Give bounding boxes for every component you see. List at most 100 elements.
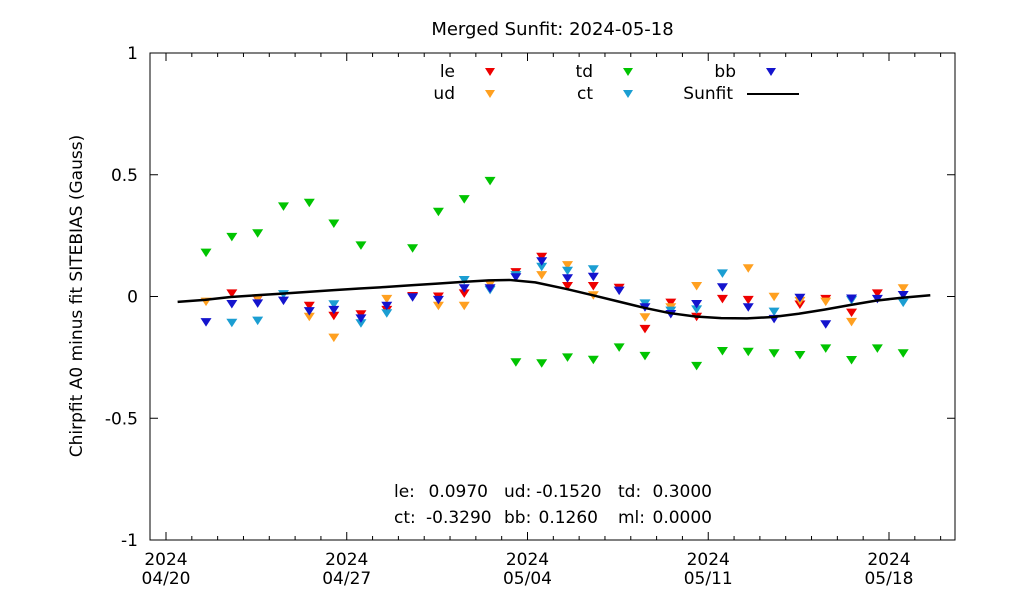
point-ct	[252, 316, 264, 326]
point-le	[562, 282, 574, 291]
point-bb	[407, 293, 419, 302]
legend-label-ct: ct	[576, 84, 593, 104]
chart-title: Merged Sunfit: 2024-05-18	[431, 19, 674, 40]
point-bb	[742, 303, 754, 312]
point-le	[458, 289, 470, 298]
point-bb	[277, 296, 289, 306]
point-td	[613, 343, 625, 352]
point-ct	[587, 265, 599, 274]
legend-entry-le: le	[407, 62, 495, 82]
legend-label-le: le	[439, 62, 455, 82]
point-bb	[252, 299, 264, 308]
fit-value-le: le: 0.0970	[394, 482, 488, 502]
x-tick-year: 2024	[325, 550, 368, 570]
point-td	[536, 359, 548, 368]
point-ct	[897, 298, 909, 308]
point-ct	[691, 305, 703, 314]
point-ud	[846, 317, 858, 327]
point-bb	[613, 286, 625, 296]
point-ct	[562, 266, 574, 276]
point-ct	[458, 275, 470, 285]
point-bb	[897, 291, 909, 300]
point-le	[587, 282, 599, 291]
point-ud	[303, 312, 315, 322]
point-bb	[536, 257, 548, 266]
triangle-down-icon	[623, 90, 633, 98]
legend-label-ud: ud	[433, 84, 455, 104]
point-ud	[432, 301, 444, 311]
point-ct	[381, 309, 393, 318]
triangle-down-icon	[766, 68, 776, 76]
point-bb	[820, 320, 832, 329]
triangle-down-icon	[485, 68, 495, 76]
point-bb	[716, 283, 728, 292]
point-ct	[536, 262, 548, 272]
point-le	[536, 252, 548, 262]
point-le	[665, 298, 677, 308]
point-td	[742, 347, 754, 357]
point-bb	[510, 273, 522, 282]
point-td	[846, 356, 858, 365]
triangle-down-icon	[485, 90, 495, 98]
legend-entry-bb: bb	[688, 62, 776, 82]
point-td	[355, 241, 367, 250]
point-td	[510, 358, 522, 367]
legend-entry-ct: ct	[545, 84, 633, 104]
point-bb	[381, 301, 393, 311]
legend-label-sunfit: Sunfit	[683, 84, 733, 104]
point-ct	[226, 318, 238, 328]
y-tick-label: -1	[121, 531, 138, 551]
point-td	[820, 344, 832, 353]
point-le	[716, 294, 728, 304]
point-td	[871, 344, 883, 353]
point-bb	[458, 284, 470, 293]
point-ct	[355, 319, 367, 328]
point-td	[328, 219, 340, 228]
point-ud	[536, 271, 548, 280]
point-td	[303, 198, 315, 208]
x-tick-date: 05/11	[684, 569, 733, 589]
triangle-down-icon	[623, 68, 633, 76]
point-ct	[768, 307, 780, 317]
point-bb	[562, 274, 574, 283]
point-bb	[587, 272, 599, 282]
point-td	[691, 361, 703, 371]
point-le	[871, 289, 883, 298]
point-le	[226, 289, 238, 298]
line-sample-icon	[747, 92, 799, 96]
point-ud	[742, 264, 754, 273]
point-ud	[820, 297, 832, 307]
point-le	[303, 301, 315, 311]
point-td	[277, 202, 289, 211]
point-ud	[768, 292, 780, 302]
fit-value-ud: ud: -0.1520	[504, 482, 602, 502]
legend-entry-td: td	[545, 62, 633, 82]
point-bb	[484, 284, 496, 293]
point-bb	[355, 314, 367, 323]
point-ud	[381, 294, 393, 304]
point-bb	[432, 295, 444, 305]
point-bb	[794, 293, 806, 303]
point-td	[200, 248, 212, 258]
point-bb	[226, 300, 238, 309]
fit-value-ct: ct: -0.3290	[394, 508, 492, 528]
x-tick-year: 2024	[867, 550, 910, 570]
point-bb	[691, 300, 703, 309]
y-tick-label: 0	[127, 288, 138, 308]
x-tick-date: 04/27	[322, 569, 371, 589]
point-ud	[458, 301, 470, 311]
plot-border	[149, 52, 956, 541]
y-axis-title: Chirpfit A0 minus fit SITEBIAS (Gauss)	[67, 134, 87, 458]
point-bb	[846, 294, 858, 303]
x-tick-date: 05/04	[503, 569, 552, 589]
y-tick-label: 1	[127, 44, 138, 64]
point-td	[432, 207, 444, 217]
y-tick-label: 0.5	[111, 166, 138, 186]
point-td	[794, 350, 806, 360]
point-ud	[691, 282, 703, 291]
point-bb	[200, 318, 212, 327]
point-ud	[562, 261, 574, 270]
point-ud	[328, 333, 340, 343]
